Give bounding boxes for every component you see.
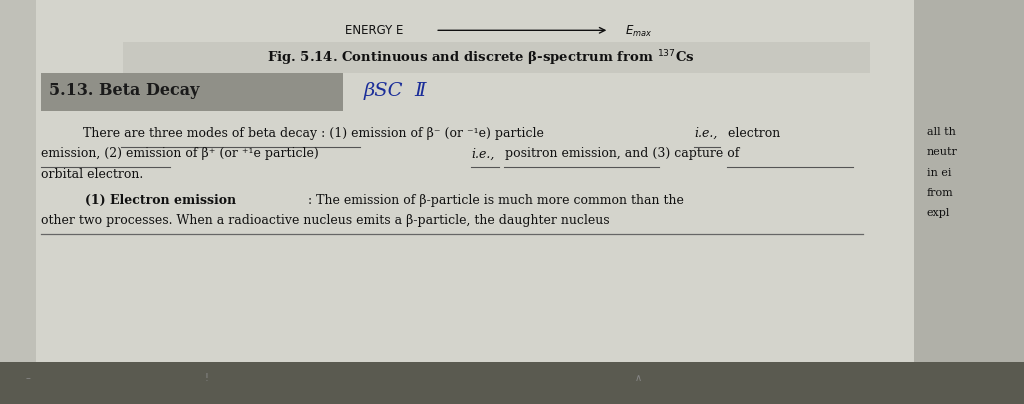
Text: positron emission, and (3) capture of: positron emission, and (3) capture of (501, 147, 739, 160)
Bar (0, 362, 1024, 404)
Text: Fig. 5.14. Continuous and discrete β-spectrum from $^{137}$Cs: Fig. 5.14. Continuous and discrete β-spe… (267, 49, 695, 68)
Bar (123, 42, 870, 73)
Text: ∧: ∧ (635, 373, 642, 383)
Text: : The emission of β-particle is much more common than the: : The emission of β-particle is much mor… (304, 194, 684, 207)
Text: ENERGY E: ENERGY E (344, 24, 403, 37)
Text: from: from (927, 188, 953, 198)
Bar (41, 73, 343, 111)
Bar (0, 0, 36, 362)
Text: !: ! (205, 373, 209, 383)
Text: neutr: neutr (927, 147, 957, 158)
Text: all th: all th (927, 127, 955, 137)
Text: There are three modes of beta decay : (1) emission of β⁻ (or ⁻¹e) particle: There are three modes of beta decay : (1… (67, 127, 548, 140)
Text: other two processes. When a radioactive nucleus emits a β-particle, the daughter: other two processes. When a radioactive … (41, 214, 609, 227)
Text: expl: expl (927, 208, 950, 218)
Text: i.e.,: i.e., (694, 127, 718, 140)
Bar (0, 0, 914, 362)
Bar (914, 0, 1024, 362)
Text: in ei: in ei (927, 168, 951, 178)
Text: –: – (26, 373, 31, 383)
Text: 5.13. Beta Decay: 5.13. Beta Decay (49, 82, 200, 99)
Text: (1) Electron emission: (1) Electron emission (85, 194, 237, 207)
Text: emission, (2) emission of β⁺ (or ⁺¹e particle): emission, (2) emission of β⁺ (or ⁺¹e par… (41, 147, 323, 160)
Text: βSC  Ⅱ: βSC Ⅱ (364, 82, 427, 100)
Text: orbital electron.: orbital electron. (41, 168, 143, 181)
Text: electron: electron (724, 127, 780, 140)
Text: i.e.,: i.e., (471, 147, 495, 160)
Text: $E_{max}$: $E_{max}$ (625, 24, 652, 39)
